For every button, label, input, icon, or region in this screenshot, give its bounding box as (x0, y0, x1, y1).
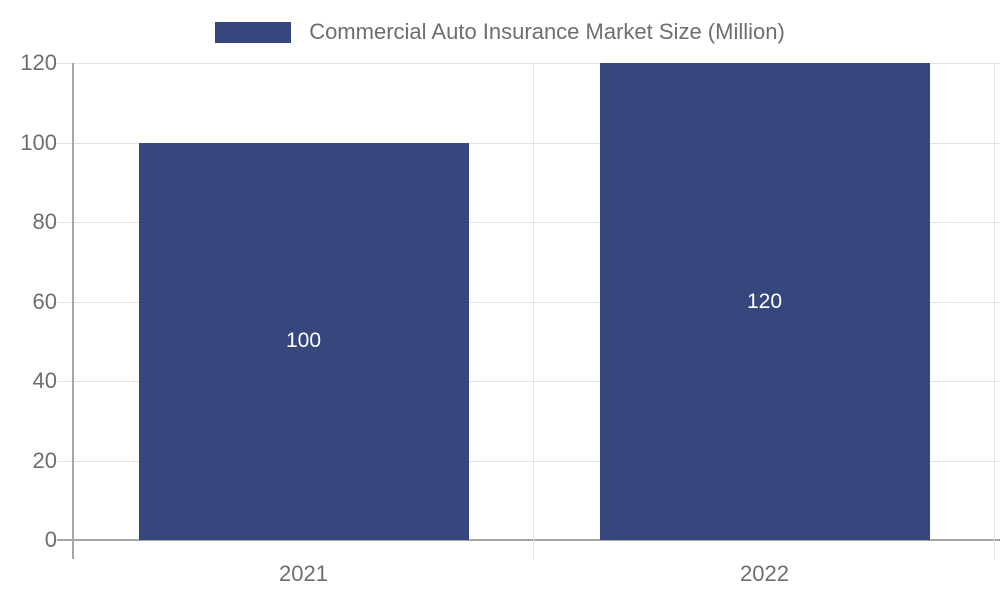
y-axis-tick-label: 60 (32, 288, 57, 314)
gridline (57, 142, 1000, 144)
gridline (57, 301, 1000, 303)
y-axis-tick-label: 20 (32, 447, 57, 473)
legend-label: Commercial Auto Insurance Market Size (M… (309, 19, 785, 44)
gridline (57, 222, 1000, 223)
gridline (57, 460, 1000, 462)
y-axis-tick-label: 0 (44, 527, 57, 552)
y-axis-tick-label: 100 (20, 129, 57, 155)
legend-swatch (215, 21, 292, 43)
gridline (57, 63, 1000, 64)
y-axis-tick-label: 40 (32, 368, 57, 393)
chart-legend[interactable]: Commercial Auto Insurance Market Size (M… (0, 19, 1000, 44)
x-axis-tick-label: 2022 (740, 561, 789, 586)
y-axis-tick-label: 80 (32, 209, 57, 234)
bar-2022[interactable] (600, 63, 930, 540)
category-boundary-line (533, 63, 534, 559)
bar-value-label: 120 (746, 289, 783, 313)
bar-2021[interactable] (139, 142, 469, 540)
gridline (57, 381, 1000, 382)
x-axis-tick-label: 2021 (279, 561, 328, 586)
y-axis-tick-label: 120 (20, 50, 57, 75)
y-axis-line (72, 63, 74, 559)
x-axis-baseline (57, 539, 1000, 541)
category-boundary-line (994, 63, 995, 559)
bar-value-label: 100 (285, 329, 322, 353)
